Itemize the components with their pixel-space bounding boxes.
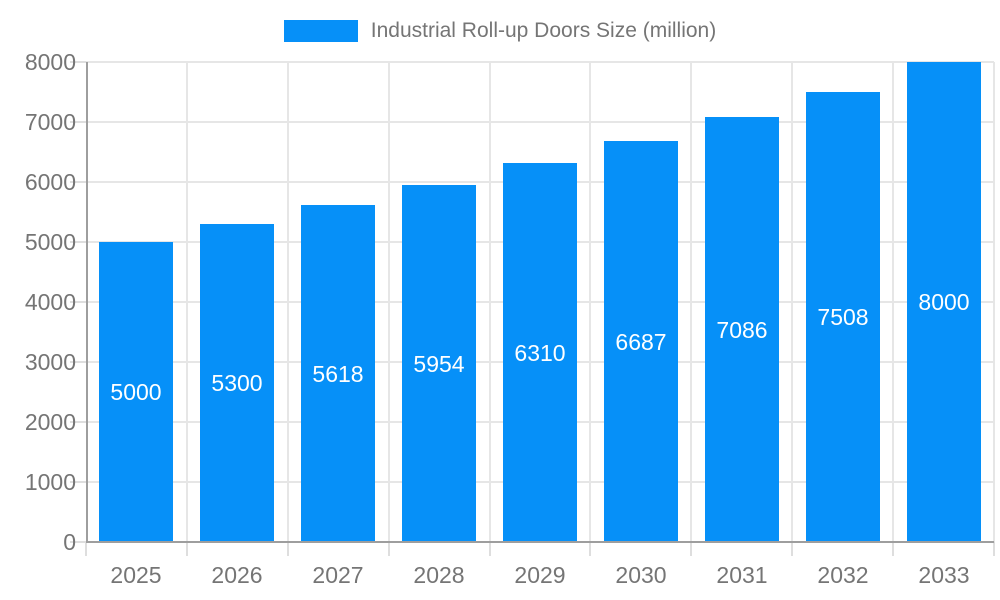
bar-2029[interactable]: 6310 [503, 163, 577, 542]
v-gridline-4 [488, 62, 491, 542]
v-gridline-9 [993, 62, 995, 542]
x-tick-label-2028: 2028 [413, 562, 465, 588]
bar-2026[interactable]: 5300 [200, 224, 274, 542]
x-tick-label-2027: 2027 [312, 562, 364, 588]
x-tick-mark-9 [993, 542, 995, 556]
v-gridline-8 [892, 62, 895, 542]
y-tick-label-1000: 1000 [24, 469, 76, 495]
x-tick-label-2031: 2031 [716, 562, 768, 588]
x-tick-mark-4 [488, 542, 491, 556]
x-tick-mark-5 [589, 542, 592, 556]
x-tick-mark-2 [286, 542, 289, 556]
x-tick-mark-8 [892, 542, 895, 556]
y-tick-label-6000: 6000 [24, 169, 76, 195]
x-tick-mark-1 [185, 542, 188, 556]
bar-value-label-2026: 5300 [211, 370, 263, 396]
x-tick-label-2032: 2032 [817, 562, 869, 588]
x-tick-label-2033: 2033 [918, 562, 970, 588]
bar-2033[interactable]: 8000 [907, 62, 981, 542]
y-tick-mark-4000 [70, 301, 86, 303]
y-tick-mark-7000 [70, 121, 86, 123]
y-tick-label-0: 0 [63, 529, 76, 555]
bar-2030[interactable]: 6687 [604, 141, 678, 542]
y-axis-line [86, 62, 88, 542]
y-tick-label-8000: 8000 [24, 49, 76, 75]
bar-value-label-2032: 7508 [817, 304, 869, 330]
bar-value-label-2028: 5954 [413, 350, 465, 377]
v-gridline-5 [589, 62, 592, 542]
x-tick-mark-7 [791, 542, 794, 556]
y-tick-mark-1000 [70, 481, 86, 483]
y-tick-mark-3000 [70, 361, 86, 363]
y-tick-label-3000: 3000 [24, 349, 76, 375]
bar-value-label-2030: 6687 [615, 328, 667, 355]
legend-label[interactable]: Industrial Roll-up Doors Size (million) [370, 19, 717, 42]
v-gridline-3 [387, 62, 390, 542]
bar-value-label-2029: 6310 [514, 339, 566, 366]
x-tick-mark-0 [85, 542, 87, 556]
y-tick-label-4000: 4000 [24, 289, 76, 315]
bar-value-label-2027: 5618 [312, 360, 364, 387]
y-tick-mark-0 [70, 541, 86, 543]
bar-value-label-2033: 8000 [918, 289, 970, 315]
bar-value-label-2031: 7086 [716, 316, 768, 343]
x-tick-label-2026: 2026 [211, 562, 263, 588]
bar-2027[interactable]: 5618 [301, 205, 375, 542]
h-gridline-8000 [86, 61, 994, 63]
x-tick-label-2030: 2030 [615, 562, 667, 588]
x-tick-mark-3 [387, 542, 390, 556]
v-gridline-6 [690, 62, 693, 542]
bar-2031[interactable]: 7086 [705, 117, 779, 542]
y-tick-mark-5000 [70, 241, 86, 243]
x-tick-label-2029: 2029 [514, 562, 566, 588]
bar-2028[interactable]: 5954 [402, 185, 476, 542]
x-tick-label-2025: 2025 [110, 562, 162, 588]
y-tick-mark-6000 [70, 181, 86, 183]
v-gridline-7 [791, 62, 794, 542]
y-tick-label-2000: 2000 [24, 409, 76, 435]
bar-2025[interactable]: 5000 [99, 242, 173, 542]
v-gridline-2 [286, 62, 289, 542]
y-tick-label-7000: 7000 [24, 109, 76, 135]
y-tick-label-5000: 5000 [24, 229, 76, 255]
y-tick-mark-8000 [70, 61, 86, 63]
legend-swatch[interactable] [283, 20, 358, 42]
x-axis-line [86, 541, 994, 543]
v-gridline-1 [185, 62, 188, 542]
x-tick-mark-6 [690, 542, 693, 556]
y-tick-mark-2000 [70, 421, 86, 423]
plot-area: 5000 5300 5618 5954 6310 6687 7086 7508 8000 [86, 61, 995, 543]
bar-2032[interactable]: 7508 [806, 92, 880, 542]
h-gridline-7000 [86, 121, 994, 123]
chart-legend: Industrial Roll-up Doors Size (million) [0, 19, 1000, 43]
bar-value-label-2025: 5000 [110, 379, 162, 405]
